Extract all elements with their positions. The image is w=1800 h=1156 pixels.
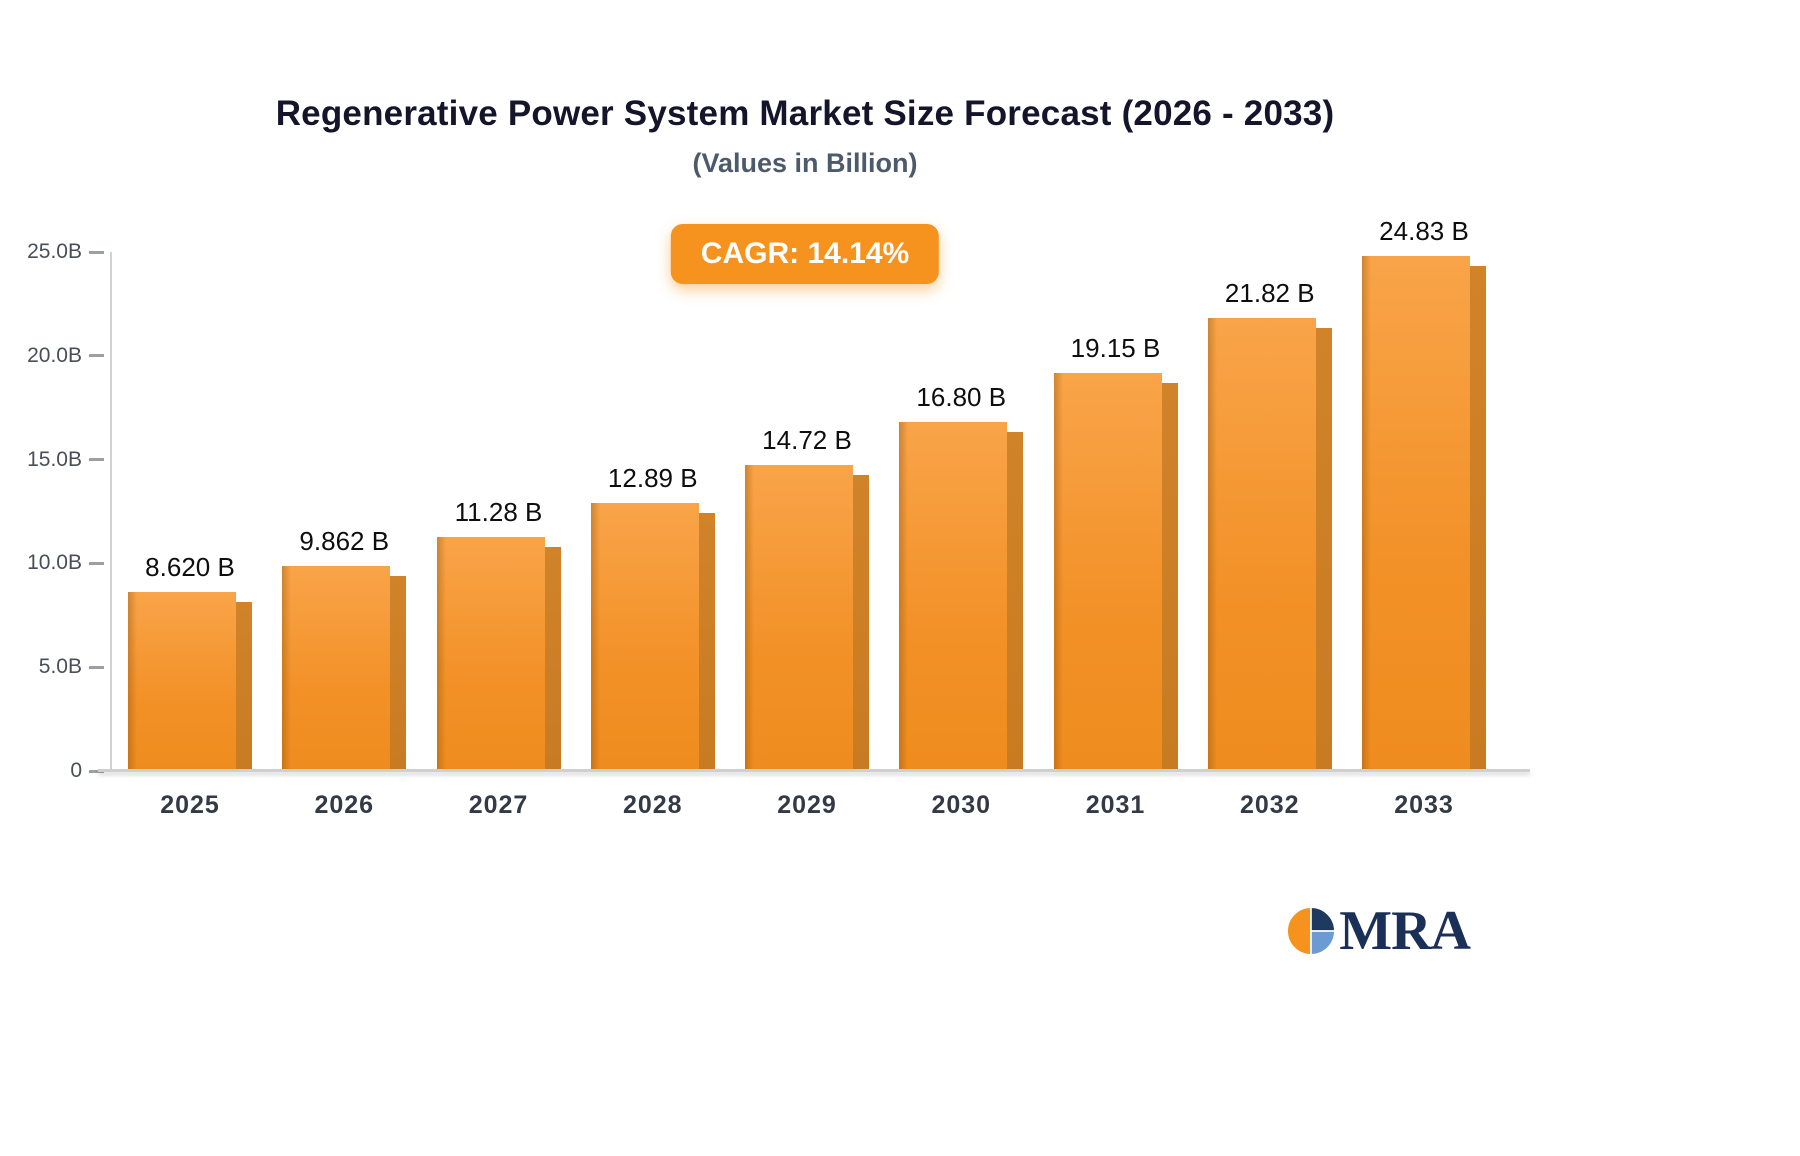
bar-front-face (1053, 373, 1162, 771)
x-axis-label: 2028 (622, 791, 683, 819)
y-axis: 0 5.0B 10.0B 15.0B 20.0B 25.0B (0, 240, 104, 782)
bar (745, 465, 869, 771)
y-axis-label: 0 (70, 759, 82, 782)
bar-value-label: 21.82 B (1224, 278, 1315, 308)
bar (1207, 318, 1332, 771)
y-axis-label: 20.0B (27, 343, 82, 367)
bar-group: 12.89 B 2028 (590, 463, 715, 819)
bar-front-face (436, 537, 545, 771)
x-axis-label: 2032 (1239, 791, 1300, 819)
bar-side-face (1007, 432, 1024, 771)
bar-side-face (1161, 383, 1178, 771)
y-axis-tick-row: 20.0B (27, 344, 104, 368)
x-axis-label: 2027 (468, 791, 529, 819)
x-axis-label: 2029 (777, 791, 837, 819)
bar-side-face (1315, 328, 1332, 771)
bar (590, 503, 715, 771)
y-axis-tick (89, 354, 104, 358)
bar-front-face (745, 465, 853, 771)
bar-front-face (282, 566, 391, 771)
bar-side-face (1470, 266, 1486, 771)
bar-group: 16.80 B 2030 (899, 382, 1024, 819)
bar-group: 9.862 B 2026 (282, 526, 407, 819)
mra-logo-text: MRA (1339, 900, 1471, 962)
bar-side-face (390, 576, 407, 771)
bar-side-face (853, 475, 869, 771)
bar (899, 422, 1024, 771)
y-axis-tick-row: 25.0B (27, 240, 104, 264)
bar-value-label: 12.89 B (607, 463, 698, 493)
bar-group: 19.15 B 2031 (1053, 333, 1178, 819)
y-axis-tick-row: 10.0B (27, 551, 104, 575)
y-axis-label: 15.0B (27, 447, 82, 471)
bar-group: 11.28 B 2027 (436, 497, 561, 819)
mra-logo-icon (1286, 906, 1336, 956)
x-axis-label: 2025 (160, 791, 220, 819)
bar-side-face (698, 513, 715, 771)
bar-group: 24.83 B 2033 (1362, 216, 1486, 819)
x-axis-line (98, 769, 1530, 772)
bar-front-face (1362, 256, 1470, 771)
chart-subtitle: (Values in Billion) (692, 148, 918, 178)
x-axis-label: 2030 (931, 791, 992, 819)
y-axis-label: 5.0B (38, 655, 82, 679)
bar-front-face (590, 503, 699, 771)
y-axis-tick (89, 250, 104, 254)
bar-front-face (1207, 318, 1316, 771)
mra-logo: MRA (1285, 900, 1471, 962)
y-axis-tick (89, 561, 104, 565)
bar-series: 8.620 B 2025 9.862 B 2026 11.28 B 2027 12.89 B… (110, 216, 1520, 819)
bar (128, 592, 252, 771)
y-axis-tick-row: 5.0B (39, 655, 104, 679)
bar-group: 8.620 B 2025 (128, 552, 252, 819)
bar (1362, 256, 1486, 771)
bar-value-label: 8.620 B (145, 552, 235, 582)
x-axis-label: 2026 (314, 791, 375, 819)
bar-front-face (128, 592, 236, 771)
bar-group: 21.82 B 2032 (1207, 278, 1332, 819)
cagr-badge: CAGR: 14.14% (670, 224, 940, 284)
bar (1053, 373, 1178, 771)
y-axis-line (110, 252, 112, 771)
y-axis-tick (89, 458, 104, 462)
bar-value-label: 9.862 B (299, 526, 390, 556)
plot-area: 8.620 B 2025 9.862 B 2026 11.28 B 2027 12.89 B… (110, 216, 1520, 819)
y-axis-tick-row: 0 (70, 759, 104, 783)
bar-value-label: 11.28 B (454, 497, 543, 527)
bar-front-face (899, 422, 1008, 771)
bar-side-face (544, 547, 561, 771)
chart-title: Regenerative Power System Market Size Fo… (275, 94, 1335, 133)
bar (282, 566, 407, 771)
bar-side-face (236, 602, 252, 771)
y-axis-label: 25.0B (27, 240, 82, 263)
x-axis-label: 2033 (1394, 791, 1454, 819)
bar-value-label: 19.15 B (1070, 333, 1161, 363)
y-axis-label: 10.0B (27, 551, 82, 575)
x-axis-label: 2031 (1085, 791, 1146, 819)
bar (436, 537, 561, 771)
y-axis-tick (89, 769, 104, 773)
bar-group: 14.72 B 2029 (745, 425, 869, 819)
bar-value-label: 24.83 B (1379, 216, 1469, 246)
y-axis-tick (89, 665, 104, 669)
bar-value-label: 16.80 B (916, 382, 1007, 412)
y-axis-tick-row: 15.0B (27, 448, 104, 472)
bar-value-label: 14.72 B (762, 425, 852, 455)
